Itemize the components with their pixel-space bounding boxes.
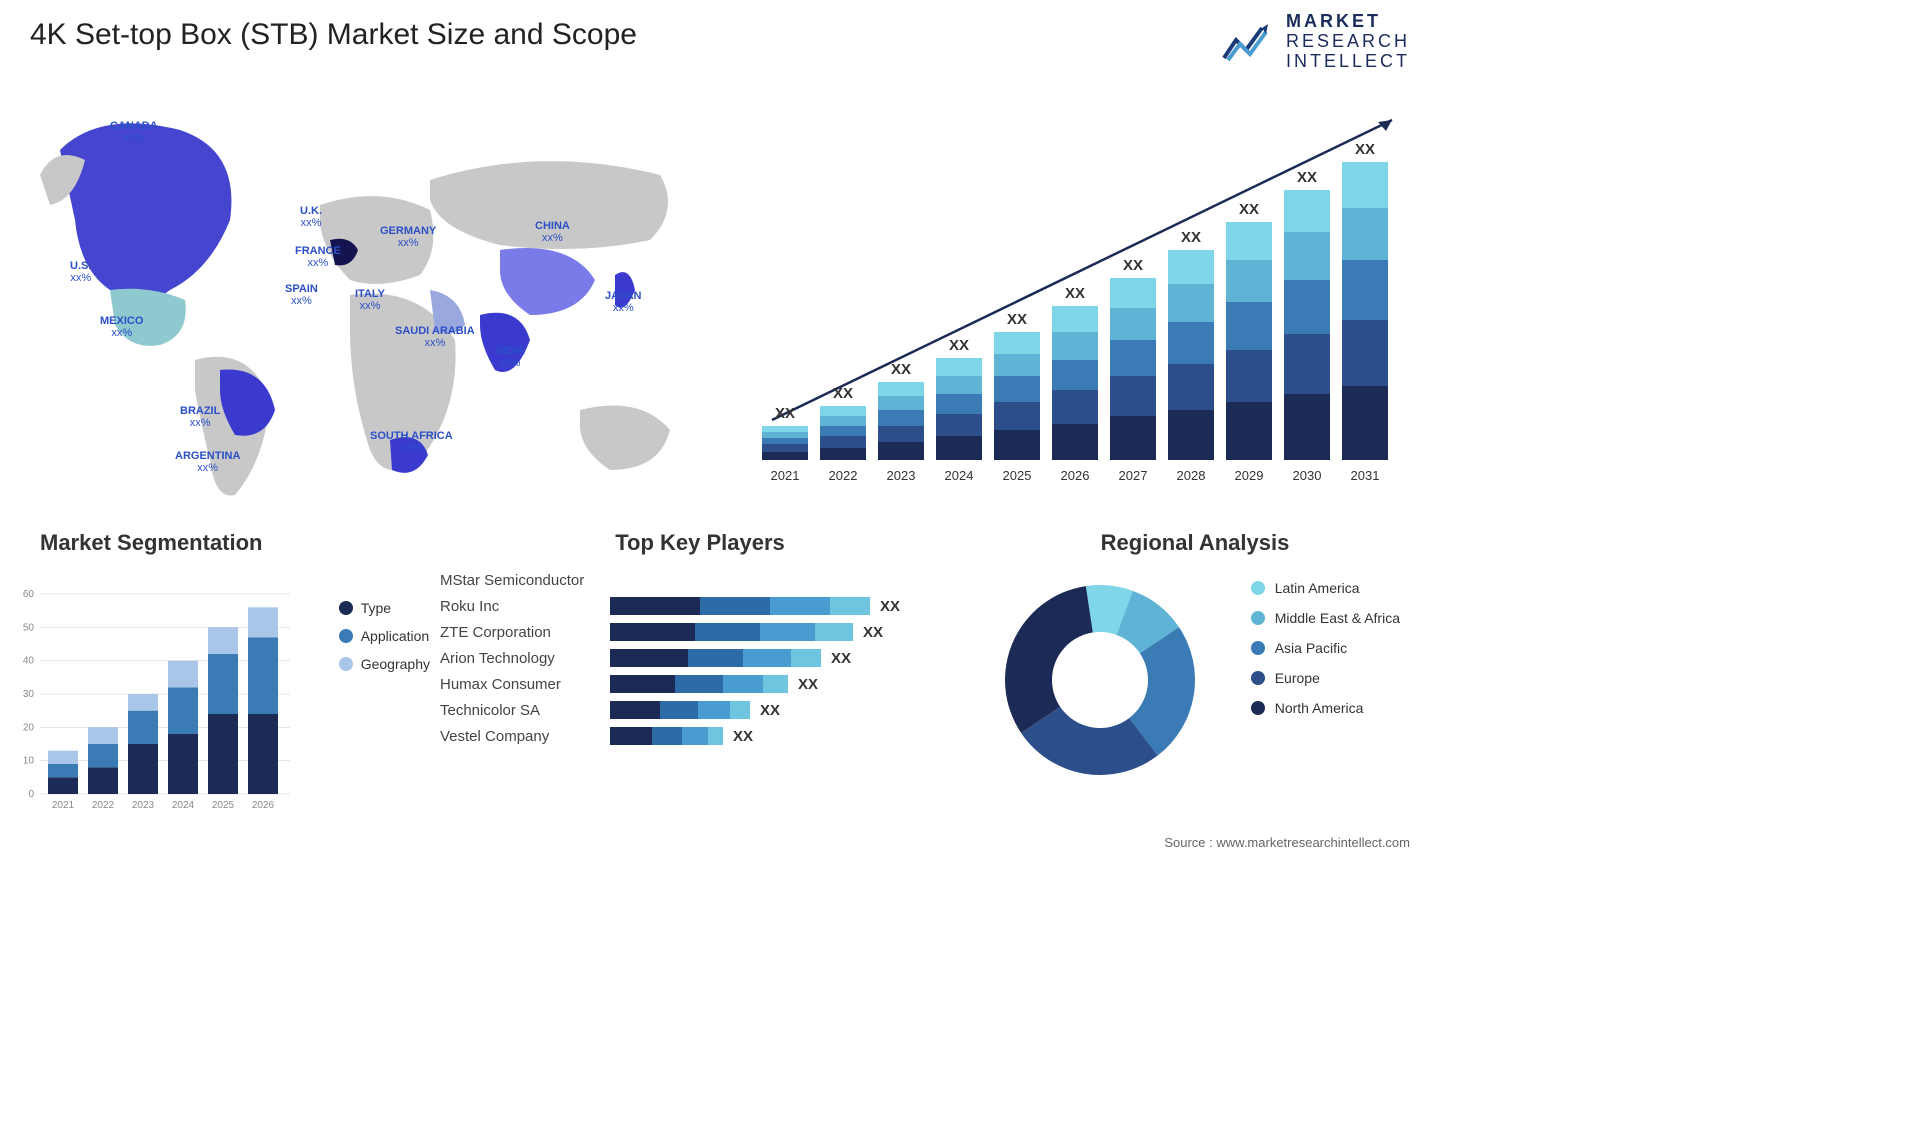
svg-text:2023: 2023 — [887, 468, 916, 483]
legend-item: Geography — [339, 656, 430, 672]
players-list: MStar Semiconductor Roku IncXX ZTE Corpora… — [440, 572, 960, 753]
svg-text:2024: 2024 — [945, 468, 974, 483]
svg-text:2026: 2026 — [252, 800, 275, 811]
regional-panel: Regional Analysis Latin America Middle Ea… — [970, 530, 1420, 820]
logo-line2: RESEARCH — [1286, 32, 1410, 52]
svg-text:2022: 2022 — [829, 468, 858, 483]
player-row: Technicolor SAXX — [440, 701, 960, 719]
svg-text:2021: 2021 — [52, 800, 75, 811]
svg-text:60: 60 — [23, 589, 35, 600]
segmentation-title: Market Segmentation — [10, 530, 430, 556]
player-row: Arion TechnologyXX — [440, 649, 960, 667]
segmentation-chart: 0 10 20 30 40 50 60 2021 2022 2023 2024 2025 2026 — [10, 564, 290, 814]
logo-line3: INTELLECT — [1286, 52, 1410, 72]
segmentation-panel: Market Segmentation 0 10 20 30 40 50 60 2021 202… — [10, 530, 430, 820]
svg-text:2021: 2021 — [771, 468, 800, 483]
svg-text:2029: 2029 — [1235, 468, 1264, 483]
segmentation-legend: Type Application Geography — [339, 600, 430, 684]
svg-text:XX: XX — [949, 337, 969, 354]
regional-legend: Latin America Middle East & Africa Asia Pa… — [1251, 580, 1400, 730]
player-row: ZTE CorporationXX — [440, 623, 960, 641]
svg-text:XX: XX — [1065, 285, 1085, 302]
map-label: ARGENTINAxx% — [175, 450, 240, 474]
svg-text:40: 40 — [23, 656, 35, 667]
map-label: SPAINxx% — [285, 283, 318, 307]
map-label: JAPANxx% — [605, 290, 641, 314]
svg-text:2025: 2025 — [212, 800, 235, 811]
legend-item: Type — [339, 600, 430, 616]
svg-text:2027: 2027 — [1119, 468, 1148, 483]
svg-text:XX: XX — [775, 405, 795, 422]
svg-text:2030: 2030 — [1293, 468, 1322, 483]
legend-item: North America — [1251, 700, 1400, 716]
player-header: MStar Semiconductor — [440, 572, 960, 589]
svg-text:XX: XX — [1181, 229, 1201, 246]
map-label: ITALYxx% — [355, 288, 385, 312]
svg-text:0: 0 — [28, 789, 34, 800]
legend-item: Europe — [1251, 670, 1400, 686]
svg-text:10: 10 — [23, 756, 35, 767]
svg-text:XX: XX — [891, 361, 911, 378]
svg-text:2028: 2028 — [1177, 468, 1206, 483]
map-label: SOUTH AFRICAxx% — [370, 430, 453, 454]
svg-text:2025: 2025 — [1003, 468, 1032, 483]
map-label: BRAZILxx% — [180, 405, 220, 429]
map-label: INDIAxx% — [495, 345, 525, 369]
svg-text:XX: XX — [1297, 169, 1317, 186]
player-row: Roku IncXX — [440, 597, 960, 615]
svg-text:XX: XX — [1355, 141, 1375, 158]
player-row: Humax ConsumerXX — [440, 675, 960, 693]
world-map: CANADAxx% U.S.xx% MEXICOxx% BRAZILxx% ARGENT… — [20, 90, 720, 510]
regional-title: Regional Analysis — [970, 530, 1420, 556]
map-label: MEXICOxx% — [100, 315, 143, 339]
legend-item: Application — [339, 628, 430, 644]
logo-icon — [1222, 20, 1278, 64]
legend-item: Latin America — [1251, 580, 1400, 596]
logo-line1: MARKET — [1286, 12, 1410, 32]
regional-donut — [990, 570, 1210, 790]
svg-text:XX: XX — [1239, 201, 1259, 218]
map-label: CANADAxx% — [110, 120, 158, 144]
map-label: GERMANYxx% — [380, 225, 436, 249]
svg-text:XX: XX — [1007, 311, 1027, 328]
player-row: Vestel CompanyXX — [440, 727, 960, 745]
map-label: U.S.xx% — [70, 260, 91, 284]
players-panel: Top Key Players MStar Semiconductor Roku … — [430, 530, 970, 820]
map-label: U.K.xx% — [300, 205, 322, 229]
legend-item: Middle East & Africa — [1251, 610, 1400, 626]
map-label: SAUDI ARABIAxx% — [395, 325, 475, 349]
map-label: CHINAxx% — [535, 220, 570, 244]
svg-text:20: 20 — [23, 722, 35, 733]
players-title: Top Key Players — [430, 530, 970, 556]
forecast-chart: XX 2021 XX 2022 XX 2023 XX 2024 XX 2025 XX 2026 XX 20… — [752, 100, 1412, 490]
svg-text:2022: 2022 — [92, 800, 115, 811]
svg-text:50: 50 — [23, 622, 35, 633]
svg-text:30: 30 — [23, 689, 35, 700]
forecast-bars: XX 2021 XX 2022 XX 2023 XX 2024 XX 2025 XX 2026 XX 20… — [752, 100, 1412, 490]
svg-text:XX: XX — [833, 385, 853, 402]
svg-text:2023: 2023 — [132, 800, 155, 811]
svg-text:2026: 2026 — [1061, 468, 1090, 483]
map-label: FRANCExx% — [295, 245, 341, 269]
svg-text:2024: 2024 — [172, 800, 195, 811]
source-text: Source : www.marketresearchintellect.com — [1164, 835, 1410, 850]
svg-text:2031: 2031 — [1351, 468, 1380, 483]
page-title: 4K Set-top Box (STB) Market Size and Sco… — [30, 18, 637, 52]
brand-logo: MARKET RESEARCH INTELLECT — [1222, 12, 1410, 71]
svg-text:XX: XX — [1123, 257, 1143, 274]
legend-item: Asia Pacific — [1251, 640, 1400, 656]
